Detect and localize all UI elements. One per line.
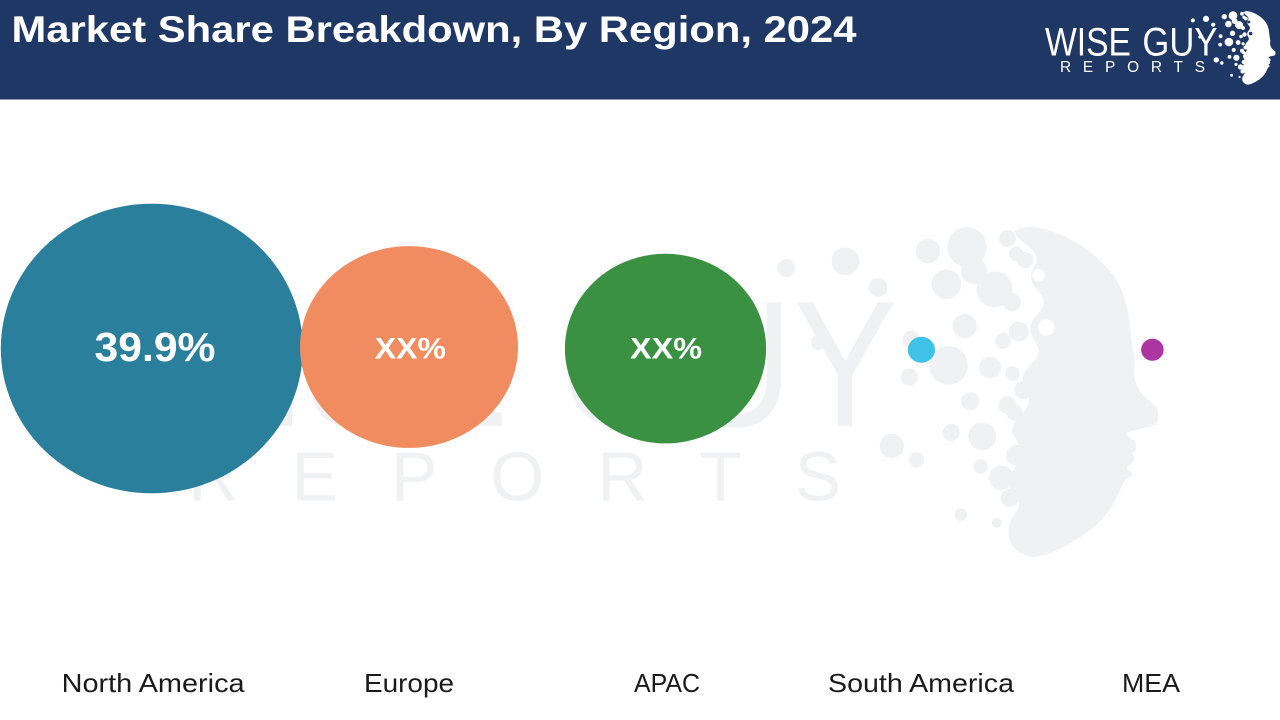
svg-text:39.9%: 39.9% [95,324,216,370]
svg-text:APAC: APAC [634,670,700,698]
svg-text:North America: North America [62,670,246,698]
svg-text:South America: South America [828,670,1015,698]
svg-text:MEA: MEA [1122,670,1181,698]
svg-text:Europe: Europe [364,670,454,698]
svg-text:XX%: XX% [375,333,446,366]
svg-text:XX%: XX% [630,333,702,366]
svg-text:Market Share Breakdown, By Reg: Market Share Breakdown, By Region, 2024 [12,9,857,50]
